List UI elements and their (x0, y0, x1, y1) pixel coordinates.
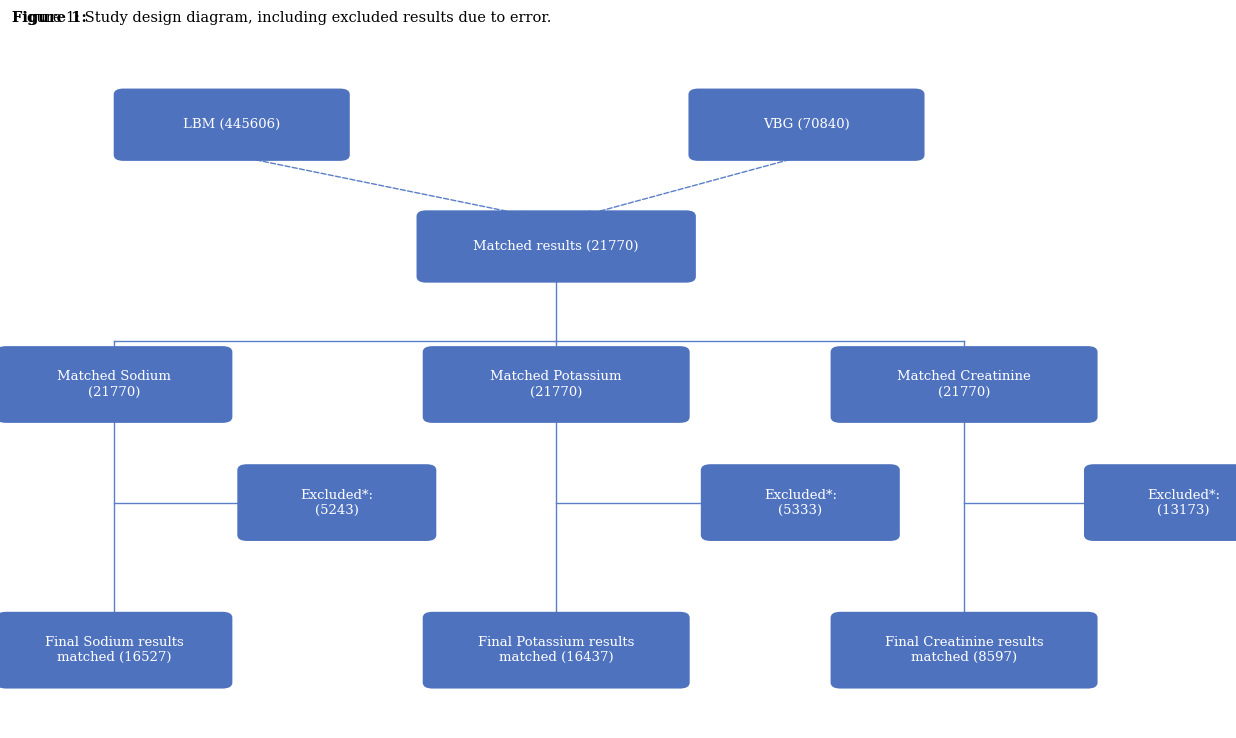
FancyBboxPatch shape (688, 89, 925, 161)
Text: VBG (70840): VBG (70840) (763, 118, 850, 131)
FancyBboxPatch shape (423, 612, 690, 689)
FancyBboxPatch shape (831, 346, 1098, 423)
FancyBboxPatch shape (831, 612, 1098, 689)
Text: Figure 1: Study design diagram, including excluded results due to error.: Figure 1: Study design diagram, includin… (12, 11, 551, 25)
FancyBboxPatch shape (114, 89, 350, 161)
FancyBboxPatch shape (701, 464, 900, 541)
Text: Figure 1:: Figure 1: (12, 11, 88, 25)
Text: Final Creatinine results
matched (8597): Final Creatinine results matched (8597) (885, 636, 1043, 664)
Text: Final Sodium results
matched (16527): Final Sodium results matched (16527) (44, 636, 184, 664)
FancyBboxPatch shape (1084, 464, 1236, 541)
Text: Matched results (21770): Matched results (21770) (473, 240, 639, 253)
Text: Excluded*:
(5333): Excluded*: (5333) (764, 489, 837, 517)
Text: Excluded*:
(13173): Excluded*: (13173) (1147, 489, 1220, 517)
FancyBboxPatch shape (237, 464, 436, 541)
FancyBboxPatch shape (417, 210, 696, 283)
FancyBboxPatch shape (0, 346, 232, 423)
Text: Matched Potassium
(21770): Matched Potassium (21770) (491, 370, 622, 399)
FancyBboxPatch shape (0, 612, 232, 689)
Text: Matched Creatinine
(21770): Matched Creatinine (21770) (897, 370, 1031, 399)
Text: Matched Sodium
(21770): Matched Sodium (21770) (57, 370, 172, 399)
Text: Excluded*:
(5243): Excluded*: (5243) (300, 489, 373, 517)
FancyBboxPatch shape (423, 346, 690, 423)
Text: Final Potassium results
matched (16437): Final Potassium results matched (16437) (478, 636, 634, 664)
Text: LBM (445606): LBM (445606) (183, 118, 281, 131)
